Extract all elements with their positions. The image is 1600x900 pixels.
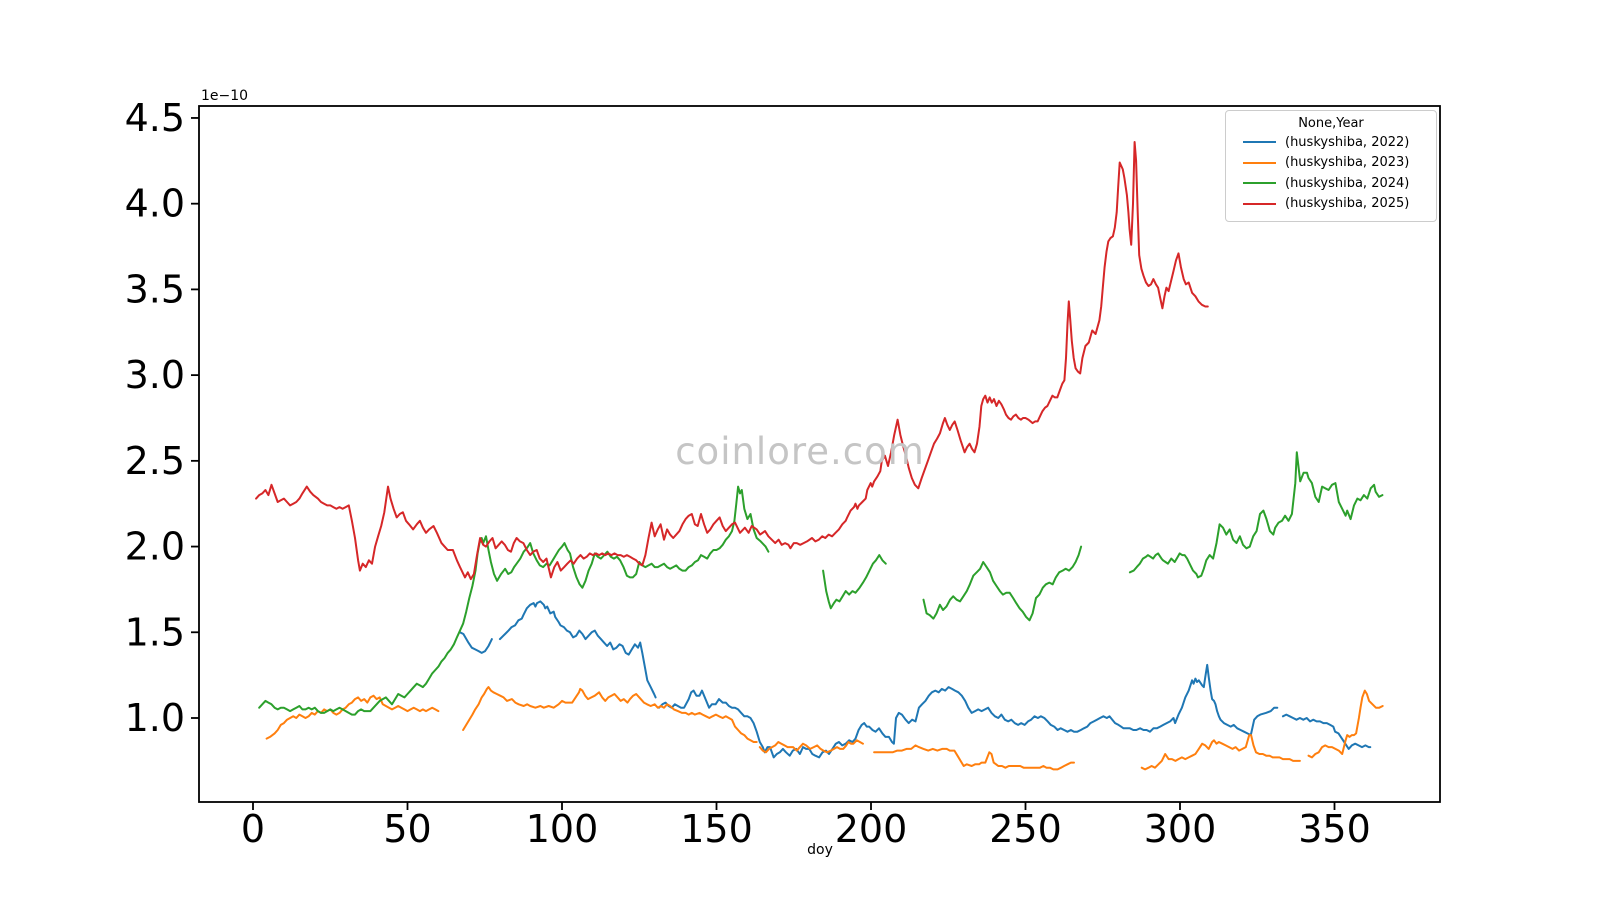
- legend-entry-2025: (huskyshiba, 2025): [1226, 194, 1436, 215]
- y-axis-offset-label: 1e−10: [201, 88, 249, 104]
- y-tick-label: 3.5: [125, 267, 185, 311]
- series-line-2023-seg3: [873, 744, 1075, 771]
- y-tick-label: 2.0: [125, 525, 185, 569]
- legend-label-2025: (huskyshiba, 2025): [1285, 196, 1410, 212]
- x-tick-label: 300: [1144, 807, 1217, 851]
- legend-line-sample-2025: [1243, 202, 1276, 205]
- legend-entry-2023: (huskyshiba, 2023): [1226, 153, 1436, 174]
- x-tick-label: 100: [526, 807, 599, 851]
- plot-frame: [198, 105, 1441, 803]
- x-tick-label: 150: [680, 807, 753, 851]
- legend-entry-2022: (huskyshiba, 2022): [1226, 132, 1436, 153]
- legend-label-2023: (huskyshiba, 2023): [1285, 155, 1410, 171]
- x-tick-label: 200: [835, 807, 908, 851]
- y-tick-label: 1.5: [125, 610, 185, 654]
- series-line-2024-seg1: [822, 554, 887, 610]
- series-line-2022-seg1: [498, 600, 657, 699]
- y-tick-label: 4.5: [125, 96, 185, 140]
- series-line-2024-seg3: [1128, 451, 1384, 579]
- x-axis-label: doy: [807, 842, 833, 858]
- series-line-2022-seg0: [459, 631, 493, 654]
- series-line-2024-seg2: [922, 545, 1083, 622]
- legend-box: None,Year (huskyshiba, 2022) (huskyshiba…: [1225, 110, 1437, 222]
- series-line-2023-seg4: [1140, 734, 1301, 771]
- series-line-2023-seg5: [1307, 689, 1384, 759]
- series-line-2023-seg0: [265, 694, 440, 740]
- legend-label-2024: (huskyshiba, 2024): [1285, 175, 1410, 191]
- series-line-2022-seg3: [1281, 713, 1372, 750]
- x-tick-label: 250: [989, 807, 1062, 851]
- x-tick-label: 350: [1298, 807, 1371, 851]
- x-tick-label: 50: [383, 807, 431, 851]
- x-tick-label: 0: [241, 807, 265, 851]
- legend-line-sample-2022: [1243, 141, 1276, 144]
- legend-line-sample-2023: [1243, 161, 1276, 164]
- series-line-2022-seg2: [658, 663, 1279, 759]
- y-tick-label: 1.0: [125, 696, 185, 740]
- legend-entry-2024: (huskyshiba, 2024): [1226, 173, 1436, 194]
- series-line-2023-seg2: [758, 739, 864, 754]
- legend-label-2022: (huskyshiba, 2022): [1285, 134, 1410, 150]
- legend-title: None,Year: [1298, 116, 1364, 131]
- series-line-2025-seg0: [255, 141, 1209, 581]
- y-tick-label: 2.5: [125, 439, 185, 483]
- y-tick-label: 4.0: [125, 182, 185, 226]
- watermark-text: coinlore.com: [675, 430, 925, 473]
- legend-line-sample-2024: [1243, 182, 1276, 185]
- series-line-2023-seg1: [462, 686, 758, 743]
- y-tick-label: 3.0: [125, 353, 185, 397]
- series-line-2024-seg0: [258, 485, 770, 716]
